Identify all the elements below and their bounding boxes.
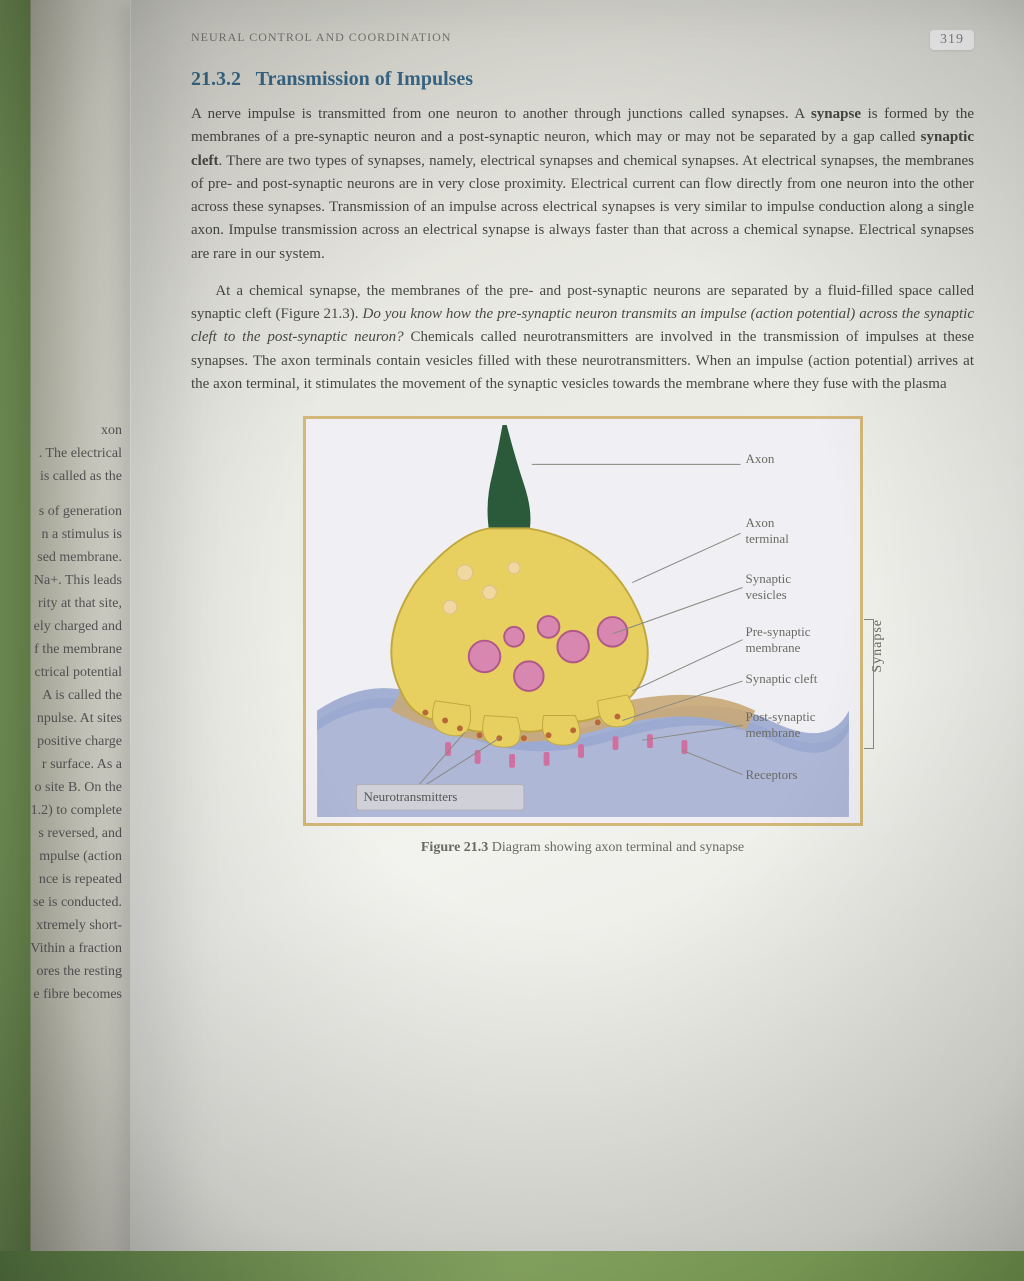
label-synaptic-cleft: Synaptic cleft <box>746 671 818 687</box>
label-axon: Axon <box>746 451 775 467</box>
frag: s of generation <box>4 501 122 522</box>
frag: se is conducted. <box>4 892 122 913</box>
frag: Vithin a fraction <box>4 938 122 959</box>
frag: e fibre becomes <box>4 984 122 1005</box>
frag: ctrical potential <box>4 662 122 683</box>
frag: f the membrane <box>4 639 122 660</box>
label-axon-terminal: Axon terminal <box>746 515 789 546</box>
label-neurotransmitters: Neurotransmitters <box>364 789 458 805</box>
frag: ores the resting <box>4 961 122 982</box>
frag: r surface. As a <box>4 754 122 775</box>
left-page-fragment: xon . The electrical is called as the s … <box>0 0 130 1281</box>
frag: Na+. This leads <box>4 570 122 591</box>
frag: A is called the <box>4 685 122 706</box>
frag: xon <box>4 420 122 441</box>
frag: 1.2) to complete <box>4 800 122 821</box>
figure-caption: Figure 21.3 Diagram showing axon termina… <box>303 840 863 856</box>
frag: is called as the <box>4 466 122 487</box>
paragraph-2: At a chemical synapse, the membranes of … <box>191 280 974 396</box>
book-edge <box>0 1251 1024 1281</box>
page: xon . The electrical is called as the s … <box>0 0 1024 1281</box>
section-heading: 21.3.2 Transmission of Impulses <box>191 68 974 91</box>
frag: xtremely short- <box>4 915 122 936</box>
label-receptors: Receptors <box>746 767 798 783</box>
frag: . The electrical <box>4 443 122 464</box>
frag: rity at that site, <box>4 593 122 614</box>
label-post-synaptic-membrane: Post-synaptic membrane <box>746 709 816 740</box>
frag: sed membrane. <box>4 547 122 568</box>
frag: mpulse (action <box>4 846 122 867</box>
figure-frame: Axon Axon terminal Synaptic vesicles Pre… <box>303 416 863 826</box>
frag: s reversed, and <box>4 823 122 844</box>
figure-21-3: Axon Axon terminal Synaptic vesicles Pre… <box>303 416 863 856</box>
frag: n a stimulus is <box>4 524 122 545</box>
synapse-diagram <box>312 425 854 817</box>
frag: nce is repeated <box>4 869 122 890</box>
running-header: NEURAL CONTROL AND COORDINATION 319 <box>191 30 974 50</box>
section-number: 21.3.2 <box>191 68 241 90</box>
section-title: Transmission of Impulses <box>256 68 473 90</box>
frag: npulse. At sites <box>4 708 122 729</box>
brace-icon <box>864 619 874 749</box>
page-number: 319 <box>930 30 974 50</box>
chapter-title: NEURAL CONTROL AND COORDINATION <box>191 30 451 50</box>
main-page: NEURAL CONTROL AND COORDINATION 319 21.3… <box>130 0 1024 1281</box>
label-synaptic-vesicles: Synaptic vesicles <box>746 571 792 602</box>
frag: o site B. On the <box>4 777 122 798</box>
frag: ely charged and <box>4 616 122 637</box>
paragraph-1: A nerve impulse is transmitted from one … <box>191 103 974 266</box>
frag: positive charge <box>4 731 122 752</box>
label-pre-synaptic-membrane: Pre-synaptic membrane <box>746 624 811 655</box>
